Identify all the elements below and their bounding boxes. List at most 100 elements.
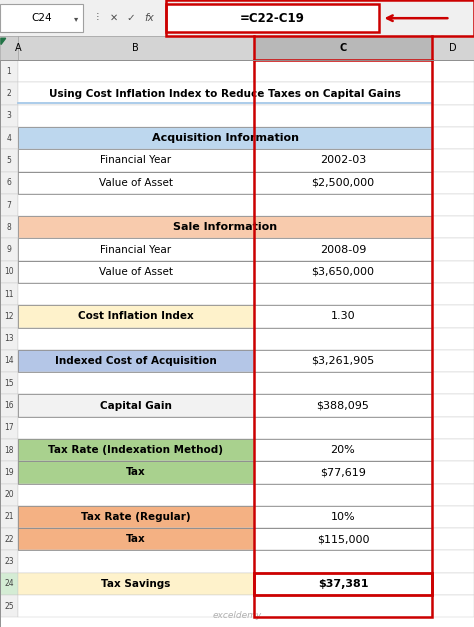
Bar	[432, 194, 474, 216]
Text: $3,261,905: $3,261,905	[311, 356, 374, 366]
Bar	[18, 506, 254, 528]
Bar	[0, 238, 18, 261]
Bar	[18, 595, 254, 617]
Bar	[18, 372, 254, 394]
Bar	[432, 149, 474, 172]
Bar	[254, 350, 432, 372]
Bar	[254, 394, 432, 417]
Bar	[0, 372, 18, 394]
Bar	[0, 528, 18, 551]
Text: Tax Savings: Tax Savings	[101, 579, 171, 589]
Bar	[254, 172, 432, 194]
Text: C24: C24	[31, 13, 52, 23]
Bar	[432, 417, 474, 439]
Bar	[18, 60, 254, 83]
Bar	[0, 36, 474, 60]
Bar	[432, 506, 474, 528]
Bar	[254, 238, 432, 261]
Bar	[254, 528, 432, 551]
Bar	[18, 305, 254, 327]
Bar	[0, 283, 18, 305]
Text: Using Cost Inflation Index to Reduce Taxes on Capital Gains: Using Cost Inflation Index to Reduce Tax…	[49, 88, 401, 98]
Text: 2002-03: 2002-03	[320, 155, 366, 166]
Bar	[254, 461, 432, 483]
Bar	[432, 172, 474, 194]
Bar	[0, 417, 18, 439]
Bar	[18, 216, 432, 238]
Text: D: D	[449, 43, 457, 53]
Bar	[432, 60, 474, 83]
Text: 2008-09: 2008-09	[320, 245, 366, 255]
Bar	[432, 551, 474, 572]
Bar	[18, 461, 254, 483]
Bar	[254, 372, 432, 394]
Bar	[0, 216, 18, 238]
Text: Tax Rate (Indexation Method): Tax Rate (Indexation Method)	[48, 445, 223, 455]
Bar	[432, 394, 474, 417]
Text: $3,650,000: $3,650,000	[311, 267, 374, 277]
Bar	[0, 127, 18, 149]
Bar	[254, 461, 432, 483]
Bar	[254, 417, 432, 439]
Bar	[0, 261, 18, 283]
Text: Capital Gain: Capital Gain	[100, 401, 172, 411]
Bar	[0, 149, 18, 172]
Bar	[18, 417, 254, 439]
Bar	[0, 83, 18, 105]
Text: Indexed Cost of Acquisition: Indexed Cost of Acquisition	[55, 356, 217, 366]
Bar	[254, 60, 432, 83]
Bar	[432, 127, 474, 149]
Bar	[0, 506, 18, 528]
Bar	[0, 194, 18, 216]
Text: 23: 23	[4, 557, 14, 566]
Bar	[0, 0, 474, 36]
Text: ▾: ▾	[74, 14, 78, 23]
Bar	[254, 149, 432, 172]
Text: 1.30: 1.30	[331, 312, 355, 322]
Bar	[18, 194, 254, 216]
Bar	[0, 305, 18, 327]
Bar	[254, 506, 432, 528]
Text: 4: 4	[7, 134, 11, 143]
Bar	[18, 506, 254, 528]
Bar	[18, 238, 254, 261]
Text: 19: 19	[4, 468, 14, 477]
Text: ⁝: ⁝	[95, 13, 99, 23]
Bar	[432, 595, 474, 617]
Bar	[18, 483, 254, 506]
Bar	[254, 238, 432, 261]
Text: B: B	[132, 43, 139, 53]
Bar	[0, 572, 18, 595]
Text: 6: 6	[7, 178, 11, 187]
Bar	[254, 194, 432, 216]
Bar	[254, 261, 432, 283]
Bar	[432, 305, 474, 327]
Bar	[254, 60, 432, 617]
Bar	[0, 105, 18, 127]
Text: $37,381: $37,381	[318, 579, 368, 589]
Bar	[254, 572, 432, 595]
Bar	[18, 528, 254, 551]
Bar	[432, 283, 474, 305]
Text: Financial Year: Financial Year	[100, 155, 172, 166]
Bar	[18, 551, 254, 572]
Bar	[432, 216, 474, 238]
Bar	[18, 283, 254, 305]
Text: 14: 14	[4, 357, 14, 366]
Text: C: C	[339, 43, 346, 53]
Bar	[254, 172, 432, 194]
Bar	[18, 394, 254, 417]
Text: 20%: 20%	[330, 445, 356, 455]
Bar	[254, 305, 432, 327]
Bar	[254, 394, 432, 417]
Bar	[432, 238, 474, 261]
Text: Financial Year: Financial Year	[100, 245, 172, 255]
Text: $388,095: $388,095	[317, 401, 369, 411]
Text: 25: 25	[4, 601, 14, 611]
Text: 16: 16	[4, 401, 14, 410]
Text: exceldemy: exceldemy	[212, 611, 262, 620]
Bar	[432, 327, 474, 350]
Text: 18: 18	[4, 446, 14, 455]
Text: 17: 17	[4, 423, 14, 432]
Bar	[0, 327, 18, 350]
